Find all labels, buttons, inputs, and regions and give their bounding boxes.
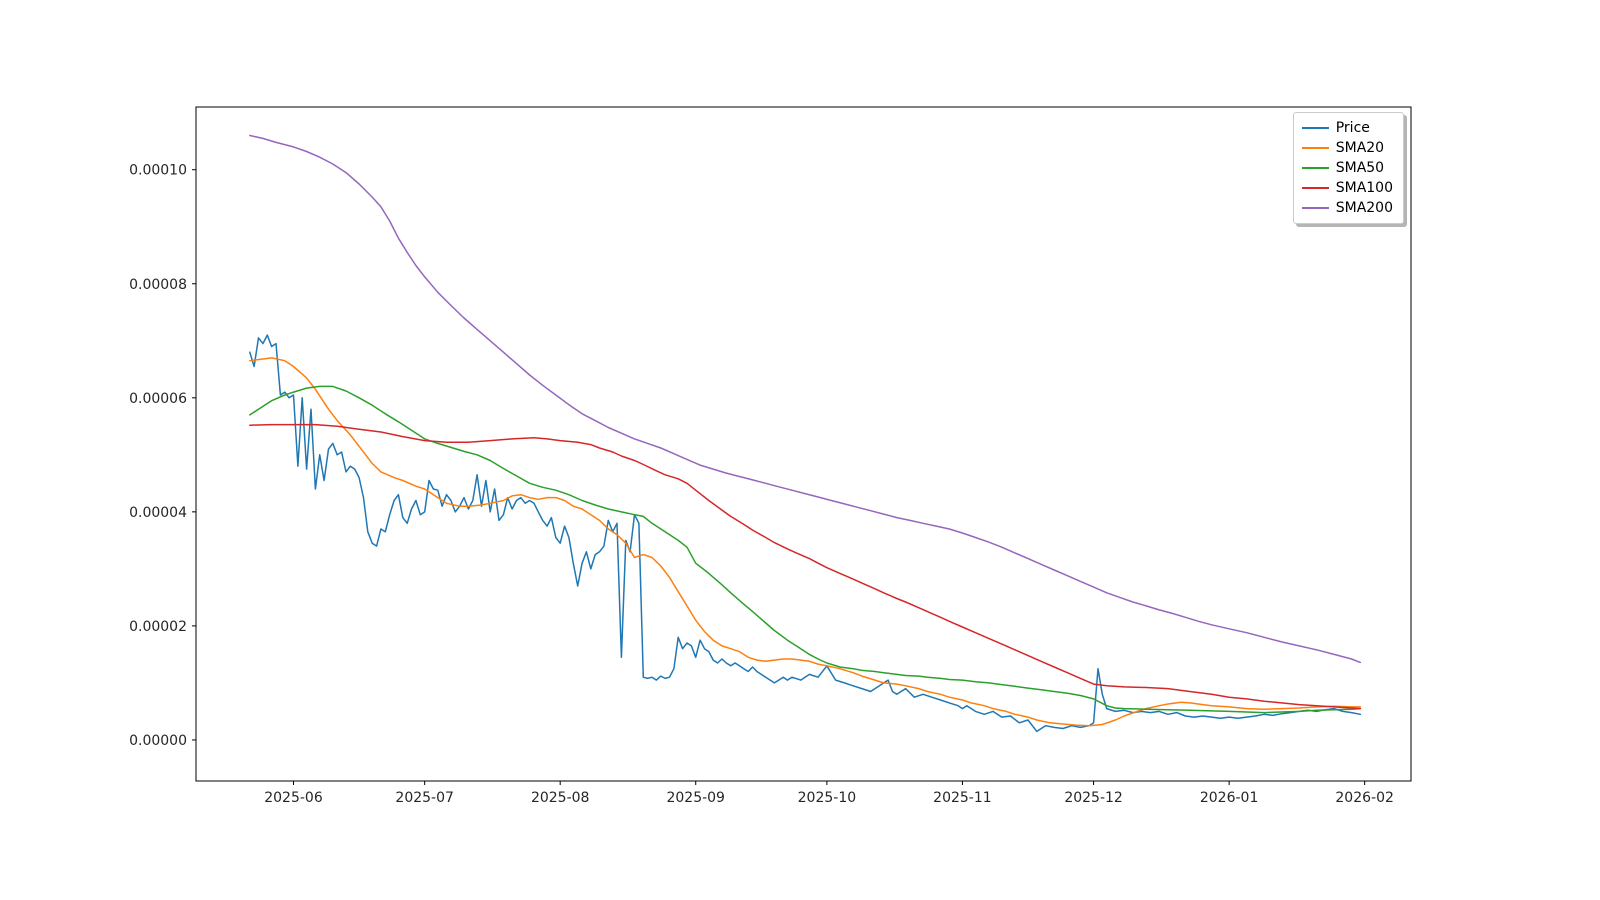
x-tick-label: 2025-06 <box>264 790 323 806</box>
legend-label-sma20: SMA20 <box>1335 140 1385 156</box>
x-tick-label: 2025-10 <box>798 790 857 806</box>
x-tick-label: 2025-12 <box>1064 790 1123 806</box>
x-tick-label: 2025-08 <box>531 790 590 806</box>
legend-line-swatch-sma50 <box>1301 167 1329 169</box>
legend-item-price: Price <box>1301 118 1393 138</box>
y-tick-label: 0.00004 <box>129 505 187 521</box>
x-tick-label: 2025-09 <box>666 790 725 806</box>
series-line-sma100 <box>249 423 1362 710</box>
x-tick-label: 2026-02 <box>1335 790 1394 806</box>
legend-label-sma200: SMA200 <box>1335 200 1393 216</box>
legend-line-swatch-sma100 <box>1301 187 1329 189</box>
legend-line-swatch-sma200 <box>1301 207 1329 209</box>
series-line-sma200 <box>249 134 1362 664</box>
axes-frame <box>195 106 1412 782</box>
legend-label-sma100: SMA100 <box>1335 180 1393 196</box>
y-tick-label: 0.00006 <box>129 391 187 407</box>
legend-item-sma200: SMA200 <box>1301 198 1393 218</box>
y-tick-label: 0.00002 <box>129 619 187 635</box>
y-tick-label: 0.00008 <box>129 277 187 293</box>
series-line-sma50 <box>249 385 1362 714</box>
x-tick-label: 2026-01 <box>1200 790 1259 806</box>
legend-line-swatch-sma20 <box>1301 147 1329 149</box>
y-tick-label: 0.00000 <box>129 733 187 749</box>
legend-item-sma50: SMA50 <box>1301 158 1393 178</box>
y-tick-label: 0.00010 <box>129 163 187 179</box>
legend-line-swatch-price <box>1301 127 1329 129</box>
series-line-sma20 <box>249 357 1362 727</box>
legend-item-sma20: SMA20 <box>1301 138 1393 158</box>
series-line-price <box>249 334 1362 733</box>
legend-label-sma50: SMA50 <box>1335 160 1385 176</box>
x-tick-label: 2025-07 <box>395 790 454 806</box>
legend-label-price: Price <box>1335 120 1370 136</box>
legend: Price SMA20 SMA50 SMA100 SMA200 <box>1292 112 1404 224</box>
legend-item-sma100: SMA100 <box>1301 178 1393 198</box>
x-tick-label: 2025-11 <box>933 790 992 806</box>
